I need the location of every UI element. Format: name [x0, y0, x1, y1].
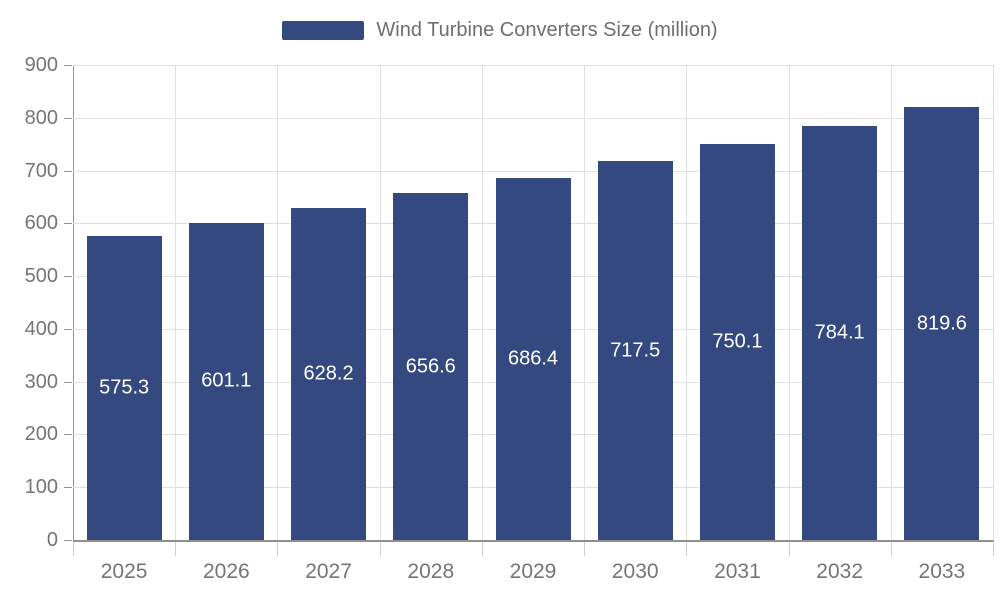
gridline-vertical	[686, 65, 688, 540]
x-axis-tick-label: 2029	[509, 560, 557, 583]
x-axis-tick-label: 2031	[714, 560, 761, 583]
x-axis-tick	[481, 542, 483, 556]
y-axis-tick-label: 200	[24, 423, 58, 446]
x-axis-tick	[73, 542, 74, 556]
bar-2027[interactable]	[291, 208, 367, 540]
bar-2028[interactable]	[393, 193, 469, 540]
bar-value-label: 656.6	[405, 355, 456, 378]
bar-2025[interactable]	[86, 236, 162, 540]
x-axis-tick-label: 2028	[407, 560, 455, 583]
gridline-vertical	[175, 65, 177, 540]
gridline-vertical	[379, 65, 381, 540]
y-axis-tick	[64, 434, 72, 436]
y-axis-line	[73, 65, 74, 540]
y-axis-tick	[64, 276, 72, 278]
x-axis-tick	[686, 542, 688, 556]
x-axis-tick-label: 2025	[100, 560, 148, 583]
y-axis-tick-label: 100	[24, 476, 58, 499]
legend-label: Wind Turbine Converters Size (million)	[376, 19, 718, 41]
x-axis-tick-label: 2032	[816, 560, 864, 583]
y-axis-tick	[64, 328, 72, 330]
y-axis-tick	[64, 381, 72, 383]
bar-value-label: 819.6	[916, 312, 967, 335]
x-axis-tick	[175, 542, 177, 556]
y-axis-tick	[64, 65, 72, 66]
x-axis-tick	[890, 542, 892, 556]
x-axis-tick	[277, 542, 279, 556]
gridline-vertical	[481, 65, 483, 540]
x-axis-tick-label: 2030	[611, 560, 659, 583]
x-axis-tick	[788, 542, 790, 556]
bar-value-label: 686.4	[507, 347, 559, 370]
bar-value-label: 717.5	[610, 339, 661, 362]
y-axis-tick	[64, 223, 72, 225]
y-axis-tick-label: 300	[24, 370, 58, 393]
y-axis-tick-label: 700	[24, 159, 58, 182]
plot-area: 575.3 601.1 628.2 656.6 686.4 717.5 750.1 784.1…	[73, 65, 994, 542]
gridline-vertical	[584, 65, 586, 540]
gridline-horizontal	[73, 65, 993, 66]
bar-2031[interactable]	[699, 144, 775, 540]
y-axis-tick-label: 500	[24, 265, 58, 288]
y-axis-tick-label: 600	[24, 212, 58, 235]
x-axis-tick-label: 2033	[918, 560, 966, 583]
gridline-vertical	[277, 65, 279, 540]
bar-value-label: 601.1	[201, 369, 252, 392]
y-axis-tick-label: 800	[24, 106, 58, 129]
x-axis-tick-label: 2027	[305, 560, 352, 583]
x-axis-tick	[993, 542, 994, 556]
legend-swatch[interactable]	[282, 20, 365, 40]
gridline-horizontal	[73, 117, 993, 119]
bar-value-label: 575.3	[99, 376, 150, 399]
x-axis-tick-label: 2026	[202, 560, 250, 583]
y-axis-tick	[64, 117, 72, 119]
bar-value-label: 784.1	[814, 321, 865, 344]
legend[interactable]: Wind Turbine Converters Size (million)	[0, 18, 1000, 42]
x-axis-tick	[584, 542, 586, 556]
gridline-horizontal	[73, 170, 993, 172]
gridline-vertical	[890, 65, 892, 540]
bar-2029[interactable]	[495, 177, 571, 540]
bar-value-label: 628.2	[303, 362, 354, 385]
y-axis-tick	[64, 170, 72, 172]
y-axis-tick	[64, 540, 72, 541]
y-axis-tick-label: 900	[24, 54, 58, 76]
bar-2026[interactable]	[188, 222, 264, 540]
bar-value-label: 750.1	[712, 330, 763, 353]
bar-2030[interactable]	[597, 161, 673, 540]
y-axis-tick-label: 400	[24, 317, 58, 340]
bar-2033[interactable]	[904, 107, 980, 540]
y-axis-tick-label: 0	[46, 529, 58, 551]
x-axis-tick	[379, 542, 381, 556]
bar-2032[interactable]	[802, 126, 878, 540]
y-axis-tick	[64, 487, 72, 489]
gridline-vertical	[788, 65, 790, 540]
